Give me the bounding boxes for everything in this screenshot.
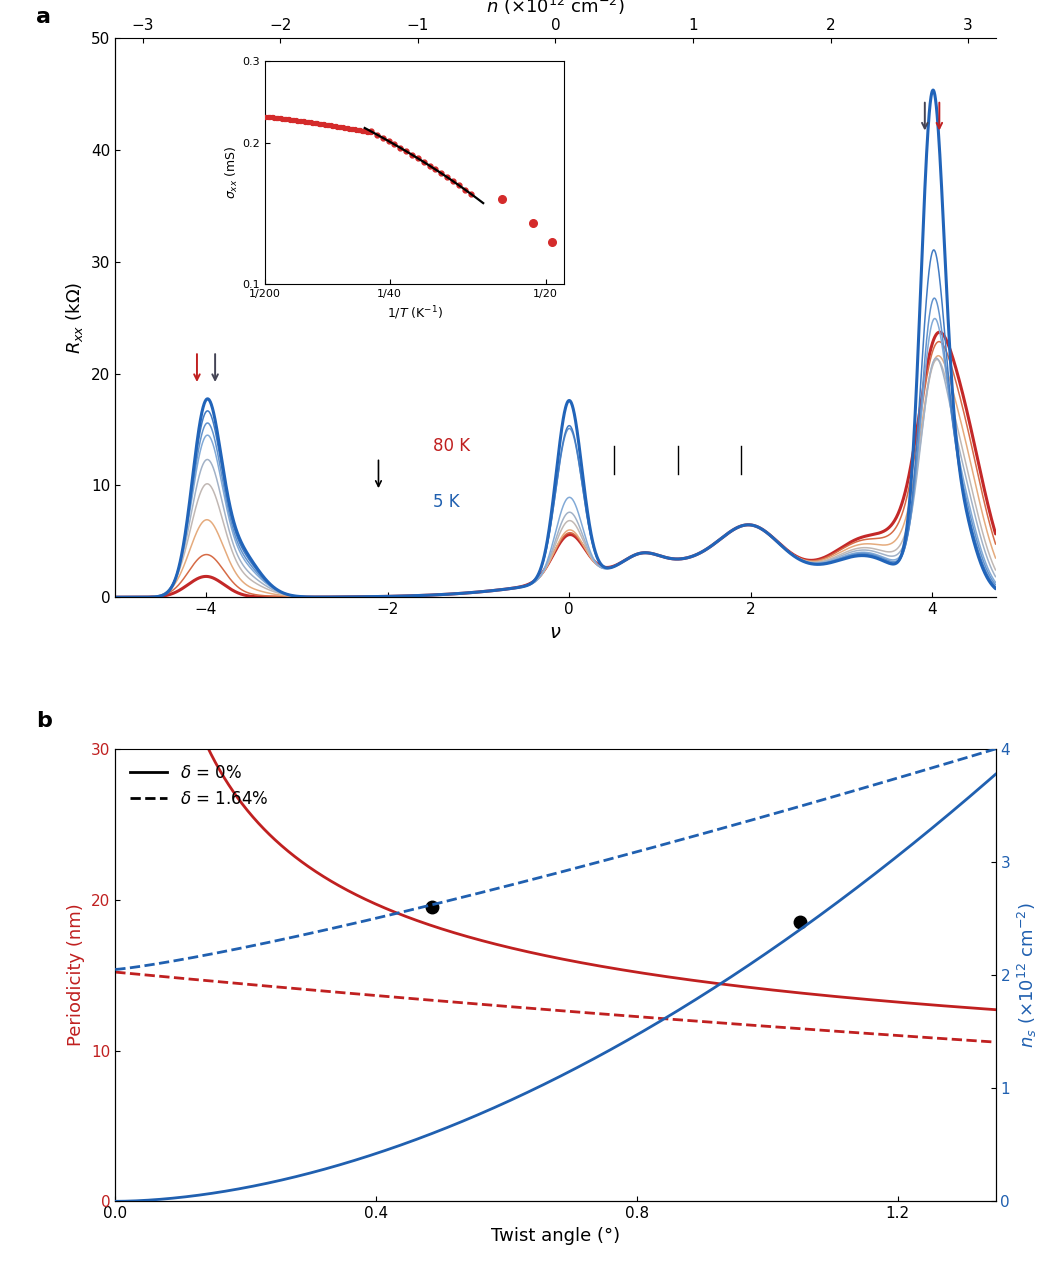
Legend: $\delta$ = 0%, $\delta$ = 1.64%: $\delta$ = 0%, $\delta$ = 1.64% [124,758,276,815]
Y-axis label: Periodicity (nm): Periodicity (nm) [67,904,86,1047]
Y-axis label: $n_s$ ($\times$10$^{12}$ cm$^{-2}$): $n_s$ ($\times$10$^{12}$ cm$^{-2}$) [1016,902,1039,1048]
Y-axis label: $R_{xx}$ (k$\Omega$): $R_{xx}$ (k$\Omega$) [65,281,86,354]
X-axis label: Twist angle (°): Twist angle (°) [490,1227,620,1245]
Text: b: b [36,711,52,731]
X-axis label: $\nu$: $\nu$ [549,622,562,642]
Text: a: a [36,8,51,27]
X-axis label: $n$ ($\times$10$^{12}$ cm$^{-2}$): $n$ ($\times$10$^{12}$ cm$^{-2}$) [486,0,625,17]
Text: 80 K: 80 K [433,437,471,455]
Text: 5 K: 5 K [433,493,459,511]
